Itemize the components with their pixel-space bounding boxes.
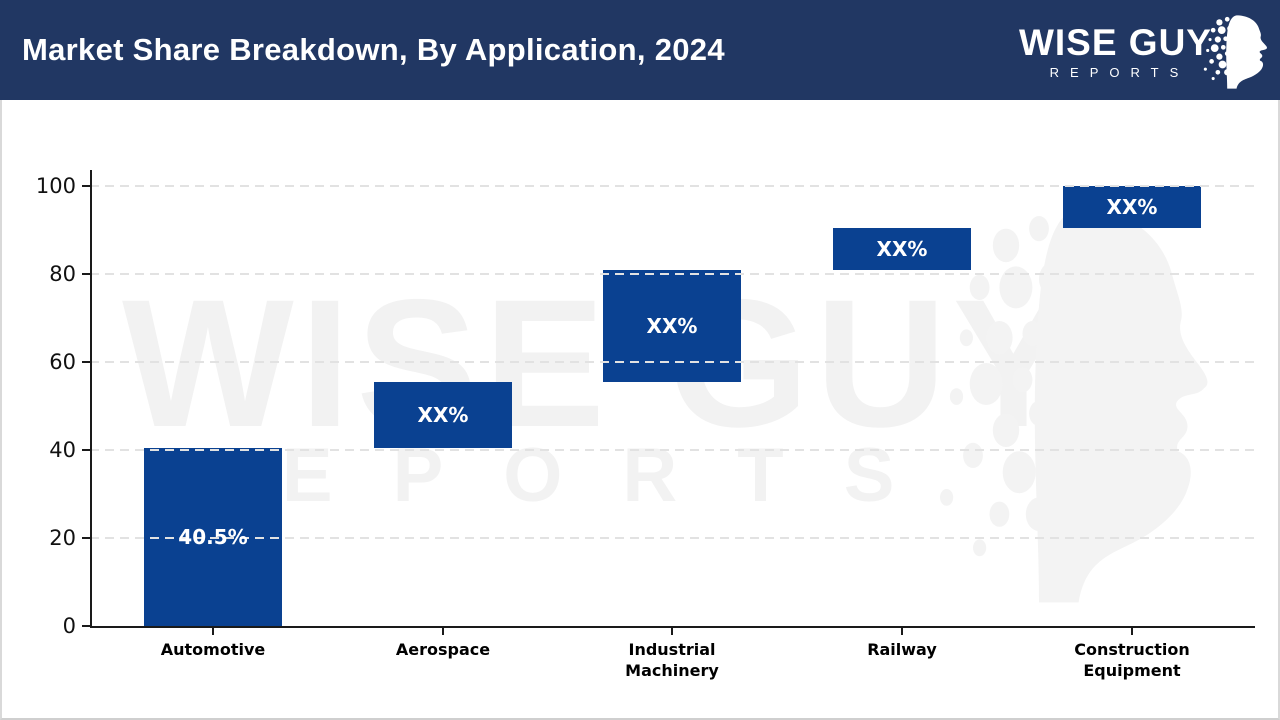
logo-wordmark: WISE GUY	[1018, 21, 1212, 63]
y-axis	[90, 170, 92, 628]
chart-bar	[374, 381, 512, 448]
gridline	[90, 449, 1255, 451]
category-label: Construction Equipment	[1074, 640, 1190, 680]
watermark-text: WISE GUY	[122, 261, 1081, 465]
y-tick	[82, 625, 90, 627]
bar-value-label: XX%	[646, 313, 698, 338]
x-tick	[212, 628, 214, 635]
gridline	[90, 537, 1255, 539]
gridline	[90, 273, 1255, 275]
wise-guy-reports-logo: WISE GUY REPORTS	[1019, 6, 1274, 98]
category-label: Automotive	[160, 640, 266, 659]
bar-value-label: XX%	[417, 402, 469, 427]
logo-subtext: REPORTS	[1049, 65, 1190, 81]
chart-bar	[603, 269, 741, 382]
x-tick	[1131, 628, 1133, 635]
bar-value-label: 40.5%	[178, 524, 248, 549]
y-tick	[82, 537, 90, 539]
y-tick-label: 100	[35, 174, 76, 198]
x-tick	[901, 628, 903, 635]
chart-bar	[833, 227, 971, 270]
category-label: Railway	[867, 640, 937, 659]
chart-title: Market Share Breakdown, By Application, …	[22, 32, 725, 67]
y-tick-label: 20	[49, 526, 76, 550]
y-tick	[82, 273, 90, 275]
bar-value-label: XX%	[1106, 194, 1158, 219]
y-tick	[82, 185, 90, 187]
bar-value-label: XX%	[876, 236, 928, 261]
category-label: Industrial Machinery	[625, 640, 719, 680]
gridline	[90, 185, 1255, 187]
gridline	[90, 361, 1255, 363]
chart-bar	[144, 447, 282, 626]
x-tick	[671, 628, 673, 635]
y-tick-label: 60	[49, 350, 76, 374]
logo-face-icon	[1203, 15, 1268, 89]
x-tick	[442, 628, 444, 635]
chart-bar	[1063, 186, 1201, 228]
y-tick-label: 0	[62, 614, 76, 638]
category-label: Aerospace	[395, 640, 491, 659]
header-bar: Market Share Breakdown, By Application, …	[0, 0, 1280, 100]
y-tick-label: 40	[49, 438, 76, 462]
watermark-face-icon	[940, 207, 1208, 603]
y-tick	[82, 361, 90, 363]
y-tick-label: 80	[49, 262, 76, 286]
x-axis	[90, 626, 1255, 628]
y-tick	[82, 449, 90, 451]
